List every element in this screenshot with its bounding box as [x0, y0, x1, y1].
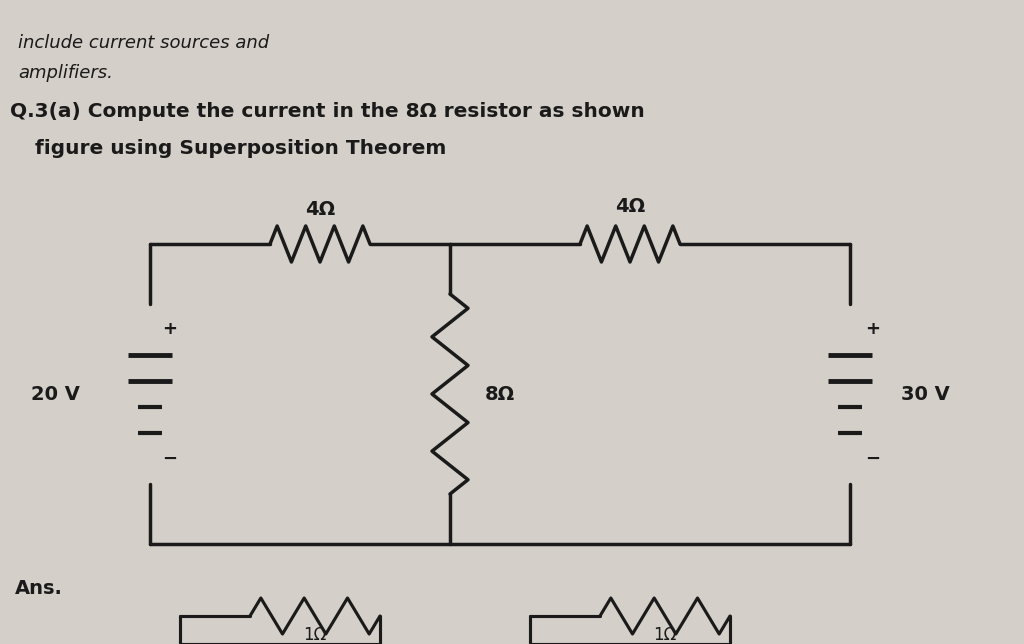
Text: 30 V: 30 V [901, 384, 949, 404]
Text: 1Ω: 1Ω [303, 626, 327, 644]
Text: figure using Superposition Theorem: figure using Superposition Theorem [35, 139, 446, 158]
Text: 4Ω: 4Ω [305, 200, 335, 218]
Text: Ans.: Ans. [15, 579, 62, 598]
Text: amplifiers.: amplifiers. [18, 64, 113, 82]
Text: +: + [162, 320, 177, 338]
Text: Q.3(a) Compute the current in the 8Ω resistor as shown: Q.3(a) Compute the current in the 8Ω res… [10, 102, 645, 121]
Text: +: + [865, 320, 880, 338]
Text: 20 V: 20 V [31, 384, 80, 404]
Text: 4Ω: 4Ω [615, 196, 645, 216]
Text: 8Ω: 8Ω [485, 384, 515, 404]
Text: −: − [865, 450, 880, 468]
Text: −: − [162, 450, 177, 468]
Text: include current sources and: include current sources and [18, 34, 269, 52]
Text: 1Ω: 1Ω [653, 626, 677, 644]
